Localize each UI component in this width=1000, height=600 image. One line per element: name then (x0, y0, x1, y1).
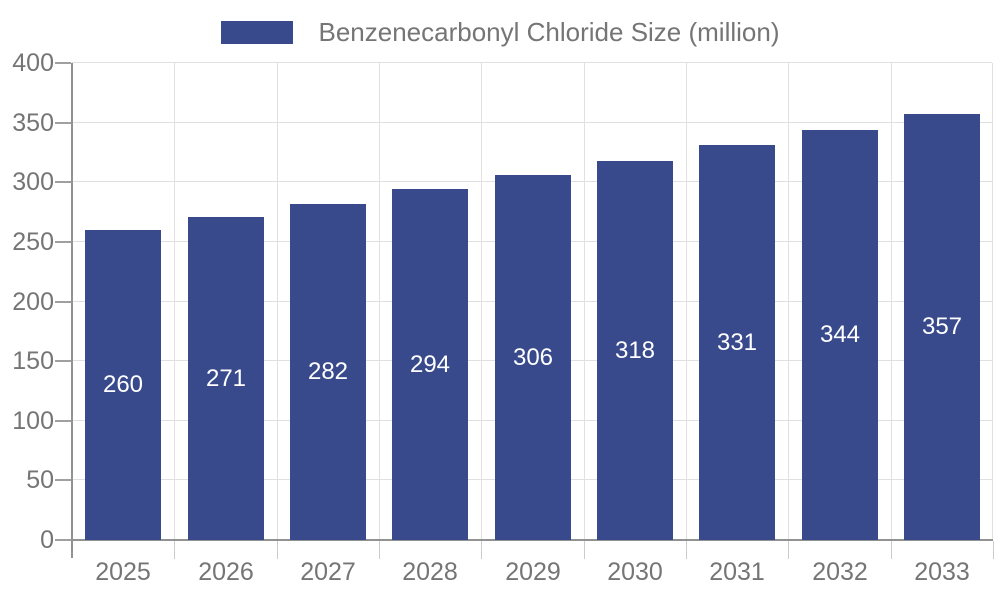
y-axis-label: 400 (12, 49, 54, 77)
x-axis-tick (481, 541, 482, 559)
y-axis-label: 150 (12, 347, 54, 375)
v-gridline (174, 63, 175, 540)
h-gridline (72, 122, 992, 123)
y-axis-label: 50 (26, 466, 54, 494)
bar-value-label: 260 (102, 371, 144, 398)
y-axis-tick (55, 122, 71, 124)
x-axis-label: 2029 (505, 558, 561, 586)
bar[interactable]: 260 (85, 230, 161, 540)
bar[interactable]: 306 (495, 175, 571, 540)
v-gridline (481, 63, 482, 540)
y-axis-label: 200 (12, 288, 54, 316)
y-axis-tick (55, 479, 71, 481)
bar[interactable]: 357 (904, 114, 980, 540)
legend-swatch (220, 20, 293, 44)
x-axis-tick (788, 541, 789, 559)
y-axis-tick (55, 360, 71, 362)
bar-value-label: 271 (205, 364, 247, 392)
y-axis-tick (55, 301, 71, 303)
x-axis-tick (891, 541, 892, 559)
bar-value-label: 331 (716, 328, 758, 356)
bar[interactable]: 344 (802, 130, 878, 540)
x-axis-line (64, 539, 993, 541)
x-axis-tick (174, 541, 175, 559)
x-axis-label: 2027 (300, 558, 356, 586)
y-axis-tick (55, 62, 71, 64)
v-gridline (686, 63, 687, 540)
v-gridline (379, 63, 380, 540)
bar[interactable]: 294 (392, 189, 468, 540)
y-axis-label: 100 (12, 407, 54, 435)
bar-value-label: 357 (921, 313, 963, 340)
v-gridline (584, 63, 585, 540)
x-axis-label: 2030 (607, 558, 663, 586)
y-axis-label: 350 (12, 109, 54, 137)
x-axis-tick (993, 541, 994, 559)
bar-value-label: 282 (307, 358, 349, 385)
bar[interactable]: 331 (699, 145, 775, 540)
y-axis-label: 250 (12, 228, 54, 256)
bar[interactable]: 318 (597, 161, 673, 540)
x-axis-label: 2031 (709, 558, 765, 586)
bar-value-label: 318 (614, 336, 656, 364)
y-axis-line (71, 63, 73, 558)
h-gridline (72, 62, 992, 63)
legend-label: Benzenecarbonyl Chloride Size (million) (318, 17, 780, 47)
y-axis-label: 0 (40, 526, 54, 554)
x-axis-tick (686, 541, 687, 559)
bar-value-label: 344 (819, 321, 861, 348)
y-axis-tick (55, 241, 71, 243)
x-axis-tick (277, 541, 278, 559)
y-axis-tick (55, 539, 71, 541)
x-axis-label: 2026 (198, 558, 254, 586)
v-gridline (277, 63, 278, 540)
x-axis-label: 2033 (914, 558, 970, 586)
x-axis-label: 2028 (402, 558, 458, 586)
y-axis-tick (55, 420, 71, 422)
legend[interactable]: Benzenecarbonyl Chloride Size (million) (0, 16, 1000, 48)
x-axis-tick (584, 541, 585, 559)
v-gridline (788, 63, 789, 540)
y-axis-label: 300 (12, 168, 54, 196)
y-axis-tick (55, 181, 71, 183)
bar[interactable]: 271 (188, 217, 264, 540)
x-axis-label: 2025 (95, 558, 151, 586)
v-gridline (891, 63, 892, 540)
bar-value-label: 294 (409, 350, 451, 378)
x-axis-label: 2032 (812, 558, 868, 586)
bar-value-label: 306 (512, 343, 554, 371)
bar[interactable]: 282 (290, 204, 366, 540)
x-axis-tick (379, 541, 380, 559)
